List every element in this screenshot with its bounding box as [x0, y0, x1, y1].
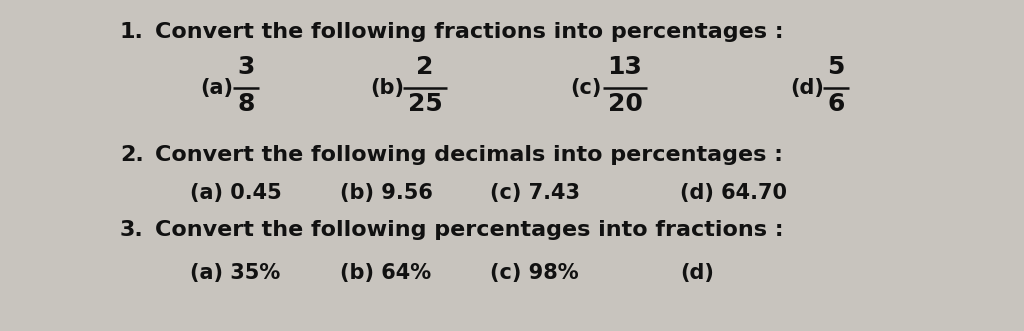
Text: 25: 25	[408, 92, 442, 116]
Text: 3: 3	[238, 55, 255, 79]
Text: 3.: 3.	[120, 220, 143, 240]
Text: 5: 5	[827, 55, 845, 79]
Text: 1.: 1.	[120, 22, 144, 42]
Text: (b) 9.56: (b) 9.56	[340, 183, 433, 203]
Text: (c) 98%: (c) 98%	[490, 263, 579, 283]
Text: 20: 20	[607, 92, 642, 116]
Text: 2.: 2.	[120, 145, 143, 165]
Text: Convert the following decimals into percentages :: Convert the following decimals into perc…	[155, 145, 783, 165]
Text: (b) 64%: (b) 64%	[340, 263, 431, 283]
Text: (a) 0.45: (a) 0.45	[190, 183, 282, 203]
Text: (b): (b)	[370, 78, 404, 98]
Text: (d) 64.70: (d) 64.70	[680, 183, 787, 203]
Text: (d): (d)	[680, 263, 714, 283]
Text: (a): (a)	[200, 78, 233, 98]
Text: (c): (c)	[570, 78, 601, 98]
Text: Convert the following fractions into percentages :: Convert the following fractions into per…	[155, 22, 783, 42]
Text: (a) 35%: (a) 35%	[190, 263, 281, 283]
Text: (c) 7.43: (c) 7.43	[490, 183, 580, 203]
Text: 8: 8	[238, 92, 255, 116]
Text: (d): (d)	[790, 78, 824, 98]
Text: 13: 13	[607, 55, 642, 79]
Text: 2: 2	[417, 55, 434, 79]
Text: Convert the following percentages into fractions :: Convert the following percentages into f…	[155, 220, 783, 240]
Text: 6: 6	[827, 92, 845, 116]
